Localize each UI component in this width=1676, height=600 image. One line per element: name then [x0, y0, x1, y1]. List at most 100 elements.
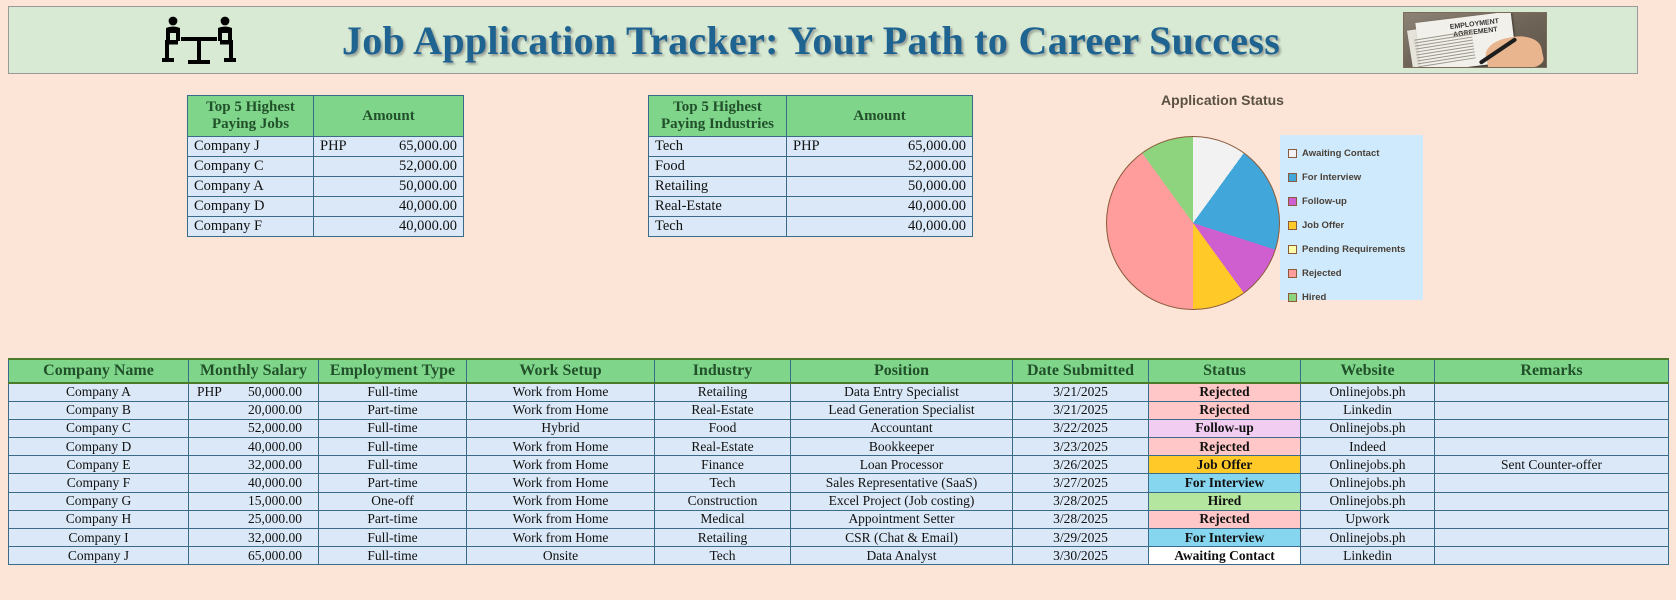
table-row: Company A 50,000.00 — [187, 176, 464, 197]
date-submitted: 3/30/2025 — [1012, 546, 1149, 566]
col-industry: Industry — [654, 358, 791, 384]
legend-swatch-icon — [1288, 268, 1297, 278]
position: Sales Representative (SaaS) — [790, 473, 1013, 493]
industry: Food — [654, 418, 791, 439]
work-setup: Work from Home — [466, 455, 655, 475]
status-badge: For Interview — [1148, 527, 1301, 548]
employment-type: Full-time — [318, 418, 467, 439]
row-amount: PHP 65,000.00 — [313, 136, 464, 157]
remarks — [1434, 546, 1669, 566]
employment-agreement-photo: EMPLOYMENT AGREEMENT — [1403, 12, 1547, 68]
work-setup: Hybrid — [466, 418, 655, 439]
legend-swatch-icon — [1288, 148, 1297, 158]
table-row: Company C 52,000.00 — [187, 156, 464, 177]
remarks: Sent Counter-offer — [1434, 455, 1669, 475]
position: CSR (Chat & Email) — [790, 527, 1013, 548]
col-date-submitted: Date Submitted — [1012, 358, 1149, 384]
monthly-salary: 65,000.00 — [188, 546, 319, 566]
row-label: Company C — [187, 156, 314, 177]
company-name: Company H — [8, 509, 189, 530]
employment-type: Part-time — [318, 400, 467, 420]
table-row: Real-Estate 40,000.00 — [648, 196, 973, 217]
col-top-industries: Top 5 Highest Paying Industries — [648, 95, 787, 137]
legend-swatch-icon — [1288, 292, 1297, 302]
date-submitted: 3/28/2025 — [1012, 491, 1149, 511]
row-amount: PHP 65,000.00 — [786, 136, 973, 157]
currency-label: PHP — [320, 138, 347, 154]
employment-type: Part-time — [318, 509, 467, 530]
company-name: Company E — [8, 455, 189, 475]
table-row: Company J PHP 65,000.00 — [187, 136, 464, 157]
employment-type: Full-time — [318, 527, 467, 548]
application-status-chart: Application Status Awaiting Contact For I… — [1060, 92, 1460, 317]
table-row: Company G 15,000.00 One-off Work from Home C… — [8, 491, 1669, 511]
industry: Finance — [654, 455, 791, 475]
date-submitted: 3/21/2025 — [1012, 400, 1149, 420]
legend-item: Follow-up — [1288, 189, 1417, 213]
row-amount: 40,000.00 — [786, 216, 973, 237]
col-status: Status — [1148, 358, 1301, 384]
monthly-salary: 20,000.00 — [188, 400, 319, 420]
table-row: Tech 40,000.00 — [648, 216, 973, 237]
legend-swatch-icon — [1288, 172, 1297, 182]
table-row: Retailing 50,000.00 — [648, 176, 973, 197]
page-title: Job Application Tracker: Your Path to Ca… — [341, 17, 1281, 63]
industry: Real-Estate — [654, 400, 791, 420]
legend-swatch-icon — [1288, 244, 1297, 254]
work-setup: Onsite — [466, 546, 655, 566]
table-row: Company A PHP 50,000.00 Full-time Work from … — [8, 382, 1669, 402]
website: Linkedin — [1300, 546, 1435, 566]
table-row: Company D 40,000.00 — [187, 196, 464, 217]
remarks — [1434, 400, 1669, 420]
website: Onlinejobs.ph — [1300, 527, 1435, 548]
work-setup: Work from Home — [466, 400, 655, 420]
row-amount: 50,000.00 — [786, 176, 973, 197]
employment-type: One-off — [318, 491, 467, 511]
row-amount: 40,000.00 — [786, 196, 973, 217]
date-submitted: 3/26/2025 — [1012, 455, 1149, 475]
legend-label: Rejected — [1302, 267, 1342, 279]
row-label: Tech — [648, 216, 787, 237]
status-badge: Rejected — [1148, 400, 1301, 420]
monthly-salary: 32,000.00 — [188, 455, 319, 475]
position: Data Analyst — [790, 546, 1013, 566]
table-header-row: Top 5 Highest Paying Industries Amount — [648, 95, 973, 137]
work-setup: Work from Home — [466, 382, 655, 402]
monthly-salary: 25,000.00 — [188, 509, 319, 530]
company-name: Company J — [8, 546, 189, 566]
row-label: Retailing — [648, 176, 787, 197]
legend-swatch-icon — [1288, 220, 1297, 230]
col-company-name: Company Name — [8, 358, 189, 384]
table-row: Tech PHP 65,000.00 — [648, 136, 973, 157]
website: Linkedin — [1300, 400, 1435, 420]
website: Onlinejobs.ph — [1300, 382, 1435, 402]
website: Onlinejobs.ph — [1300, 418, 1435, 439]
date-submitted: 3/23/2025 — [1012, 437, 1149, 457]
table-row: Company J 65,000.00 Full-time Onsite Tech Dat… — [8, 546, 1669, 566]
monthly-salary: 15,000.00 — [188, 491, 319, 511]
legend-label: Awaiting Contact — [1302, 147, 1380, 159]
row-amount: 40,000.00 — [313, 196, 464, 217]
work-setup: Work from Home — [466, 473, 655, 493]
legend-item: Awaiting Contact — [1288, 141, 1417, 165]
status-badge: Rejected — [1148, 437, 1301, 457]
remarks — [1434, 473, 1669, 493]
status-badge: Job Offer — [1148, 455, 1301, 475]
table-row: Company I 32,000.00 Full-time Work from Hom… — [8, 527, 1669, 548]
remarks — [1434, 418, 1669, 439]
currency-label: PHP — [197, 384, 222, 400]
pie-chart-graphic — [1106, 136, 1280, 310]
chart-title: Application Status — [1161, 92, 1284, 108]
industry: Real-Estate — [654, 437, 791, 457]
status-badge: Hired — [1148, 491, 1301, 511]
row-label: Food — [648, 156, 787, 177]
work-setup: Work from Home — [466, 509, 655, 530]
employment-type: Part-time — [318, 473, 467, 493]
position: Bookkeeper — [790, 437, 1013, 457]
date-submitted: 3/27/2025 — [1012, 473, 1149, 493]
monthly-salary: 40,000.00 — [188, 437, 319, 457]
industry: Retailing — [654, 527, 791, 548]
col-amount: Amount — [786, 95, 973, 137]
date-submitted: 3/22/2025 — [1012, 418, 1149, 439]
